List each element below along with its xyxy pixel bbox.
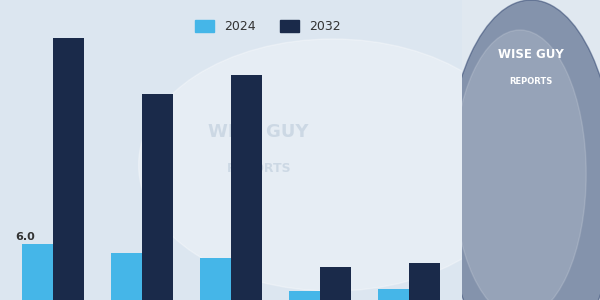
Bar bbox=[22, 244, 53, 300]
Circle shape bbox=[454, 30, 586, 300]
Legend: 2024, 2032: 2024, 2032 bbox=[190, 15, 346, 38]
Bar bbox=[409, 262, 440, 300]
Circle shape bbox=[445, 0, 600, 300]
Text: 6.0: 6.0 bbox=[16, 232, 35, 242]
Bar bbox=[289, 291, 320, 300]
Bar bbox=[377, 289, 409, 300]
Text: WISE GUY: WISE GUY bbox=[208, 123, 309, 141]
Bar bbox=[53, 38, 85, 300]
Bar bbox=[142, 94, 173, 300]
Bar bbox=[111, 253, 142, 300]
Text: REPORTS: REPORTS bbox=[509, 76, 553, 85]
Bar bbox=[200, 258, 231, 300]
Circle shape bbox=[139, 39, 527, 291]
Bar bbox=[231, 75, 262, 300]
Text: REPORTS: REPORTS bbox=[226, 161, 291, 175]
Text: WISE GUY: WISE GUY bbox=[498, 47, 564, 61]
Bar bbox=[320, 267, 351, 300]
